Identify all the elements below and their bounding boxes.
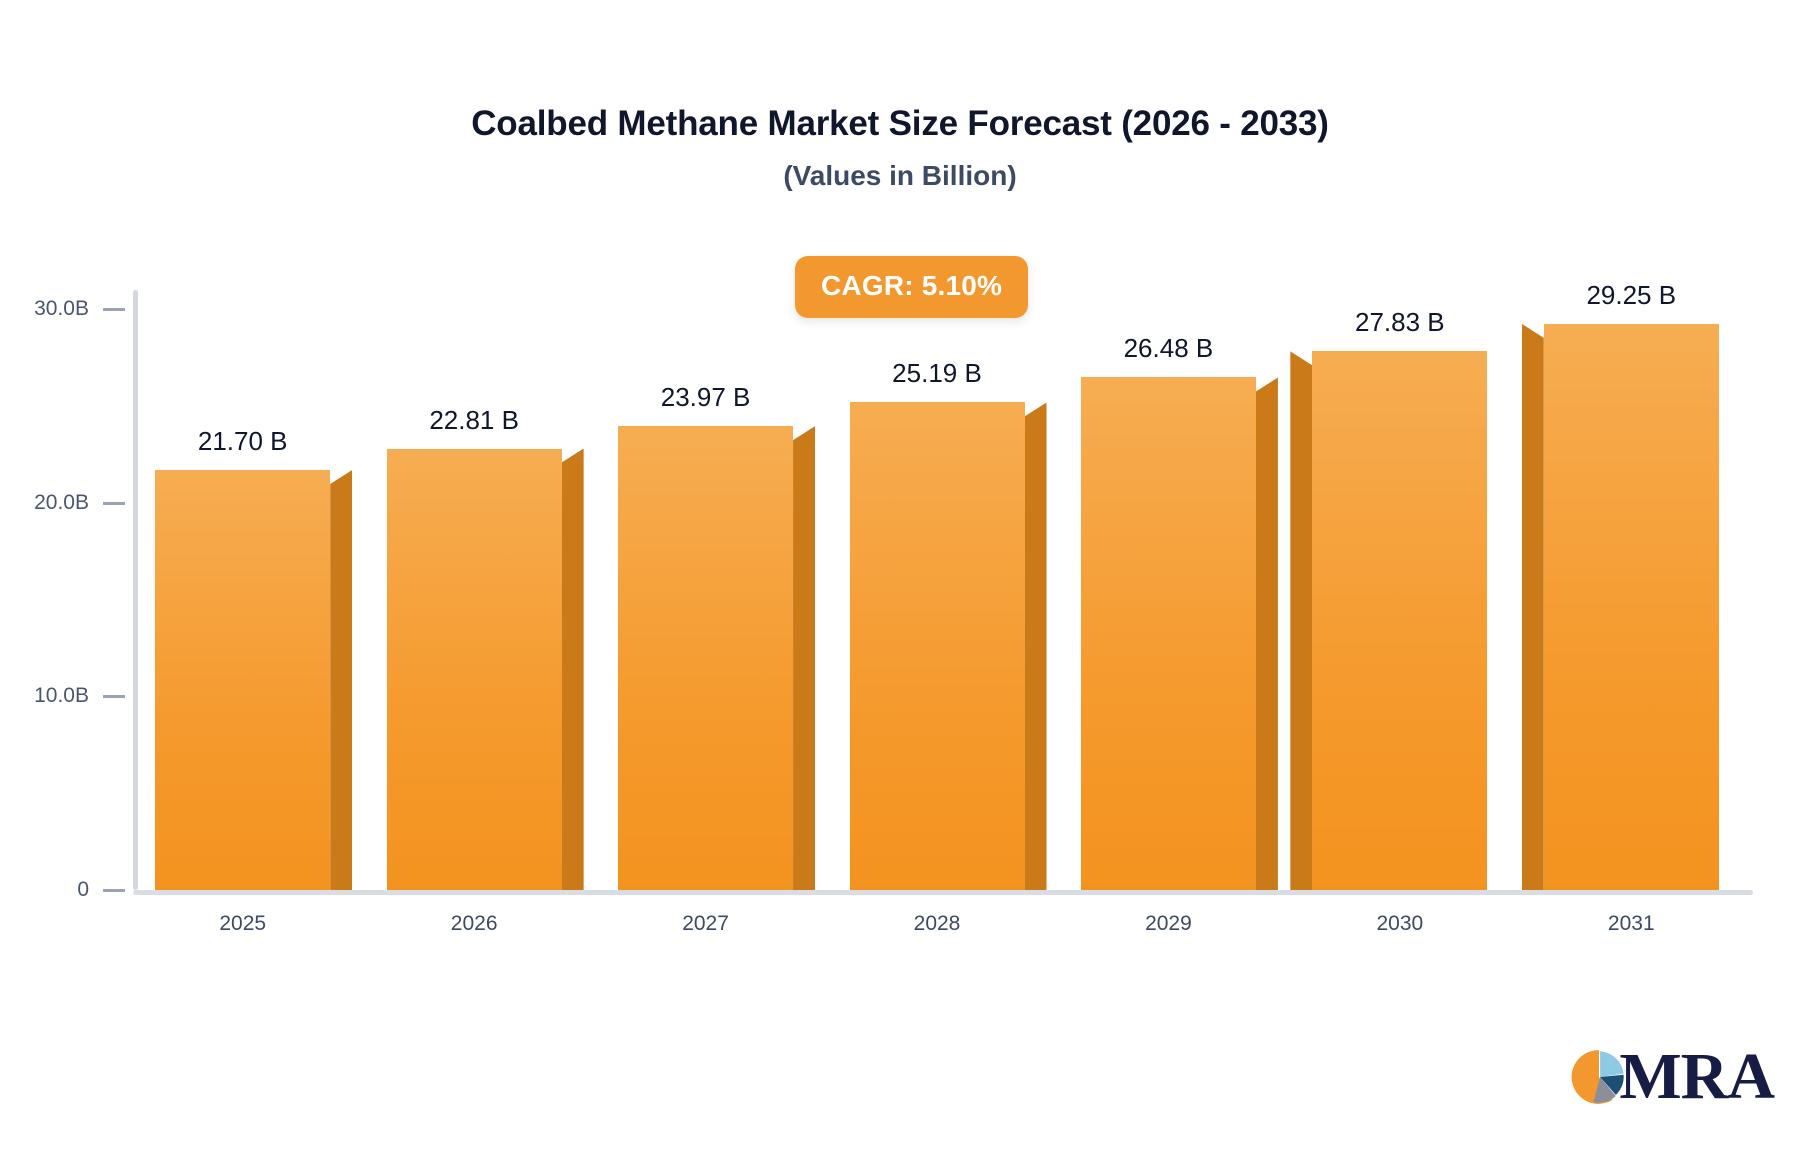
bar-value-label: 27.83 B bbox=[1355, 307, 1445, 338]
y-axis-tick: 20.0B bbox=[5, 491, 125, 515]
bar-face bbox=[386, 448, 562, 890]
bar-3d-side bbox=[1290, 351, 1313, 890]
y-axis-tick-label: 20.0B bbox=[34, 490, 89, 514]
y-axis-tick-label: 10.0B bbox=[34, 684, 89, 708]
bar-column[interactable] bbox=[618, 426, 816, 890]
bar-column[interactable] bbox=[1521, 323, 1719, 890]
bar-3d-side bbox=[793, 426, 816, 890]
y-axis-tick-mark bbox=[103, 695, 125, 699]
mra-logo: MRA bbox=[1571, 1040, 1775, 1113]
page-title: Coalbed Methane Market Size Forecast (20… bbox=[471, 104, 1329, 143]
bar-column[interactable] bbox=[849, 402, 1047, 890]
y-axis-line bbox=[133, 290, 138, 890]
x-axis-tick-label: 2029 bbox=[1145, 912, 1192, 935]
chart-subtitle: (Values in Billion) bbox=[783, 160, 1017, 192]
logo-text: MRA bbox=[1619, 1040, 1775, 1113]
bar-column[interactable] bbox=[386, 448, 584, 890]
bar-value-label: 26.48 B bbox=[1123, 333, 1214, 364]
bar-column[interactable] bbox=[155, 470, 353, 890]
x-axis-tick-label: 2025 bbox=[219, 912, 267, 935]
bar-column[interactable] bbox=[1290, 351, 1488, 890]
y-axis-tick-mark bbox=[103, 501, 125, 505]
title-block: Coalbed Methane Market Size Forecast (20… bbox=[0, 104, 1800, 192]
y-axis-tick: 10.0B bbox=[5, 684, 125, 708]
x-axis-tick-label: 2030 bbox=[1376, 912, 1424, 935]
bar-face bbox=[1312, 351, 1488, 890]
bar-3d-side bbox=[1521, 323, 1544, 890]
bar-face bbox=[849, 402, 1025, 890]
plot-area: 0 10.0B 20.0B 30.0B 21.70 B 22.81 B 23.97 B 25… bbox=[34, 280, 1753, 935]
x-axis-tick-label: 2031 bbox=[1607, 912, 1655, 935]
cagr-badge: CAGR: 5.10% bbox=[795, 256, 1029, 318]
bar-value-label: 22.81 B bbox=[429, 404, 519, 435]
bar-series: 21.70 B 22.81 B 23.97 B 25.19 B 26.48 B 27.83… bbox=[133, 280, 1753, 890]
bar-column[interactable] bbox=[1080, 377, 1278, 890]
x-axis-tick-label: 2026 bbox=[450, 912, 498, 935]
x-axis-tick-label: 2028 bbox=[913, 912, 961, 935]
bar-value-label: 23.97 B bbox=[660, 382, 751, 413]
y-axis-tick: 0 bbox=[5, 878, 125, 902]
bar-value-label: 29.25 B bbox=[1586, 279, 1677, 310]
bar-face bbox=[1080, 377, 1256, 890]
bar-value-label: 21.70 B bbox=[197, 426, 288, 456]
bar-face bbox=[155, 470, 331, 890]
bar-face bbox=[618, 426, 794, 890]
bar-value-label: 25.19 B bbox=[892, 358, 982, 389]
bar-face bbox=[1543, 323, 1719, 890]
y-axis-tick-mark bbox=[103, 888, 125, 892]
bar-3d-side bbox=[1024, 402, 1047, 890]
y-axis-tick-label: 0 bbox=[77, 878, 89, 901]
x-axis-line bbox=[133, 890, 1753, 895]
y-axis-tick: 30.0B bbox=[5, 297, 125, 321]
bar-3d-side bbox=[330, 470, 353, 890]
bar-3d-side bbox=[561, 448, 584, 890]
pie-chart-icon bbox=[1571, 1049, 1627, 1105]
y-axis-tick-label: 30.0B bbox=[34, 297, 89, 321]
y-axis-tick-mark bbox=[103, 308, 125, 312]
bar-3d-side bbox=[1255, 377, 1278, 890]
x-axis-tick-label: 2027 bbox=[682, 912, 729, 935]
